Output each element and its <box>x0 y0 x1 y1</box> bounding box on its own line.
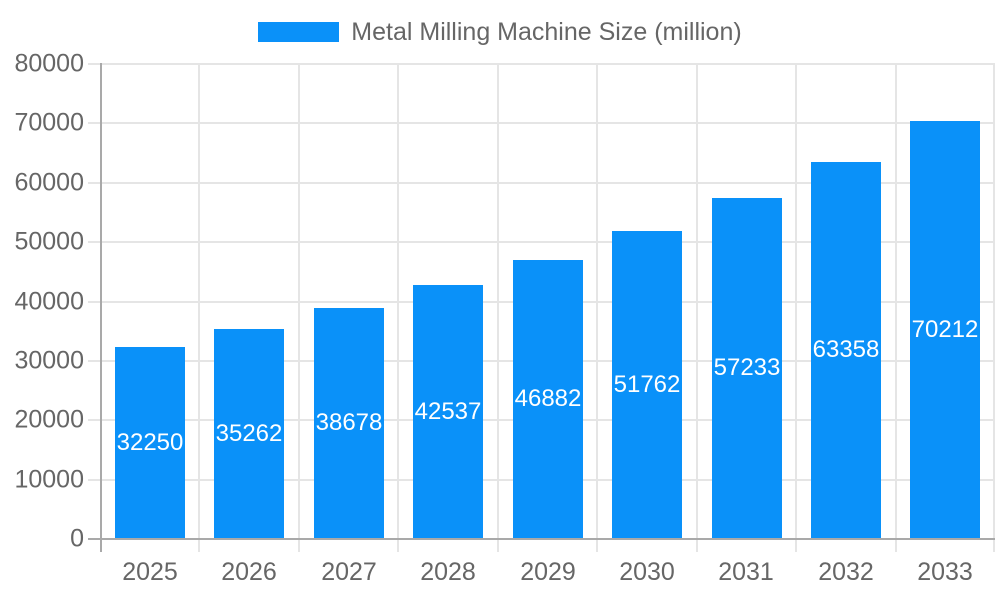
x-axis-tick <box>696 540 698 552</box>
y-axis-tick <box>88 63 100 65</box>
y-axis-tick <box>88 301 100 303</box>
x-axis-tick <box>993 540 995 552</box>
legend-item[interactable]: Metal Milling Machine Size (million) <box>0 18 1000 46</box>
gridline-horizontal <box>100 122 995 124</box>
y-axis-tick-label: 10000 <box>14 465 84 494</box>
legend-label: Metal Milling Machine Size (million) <box>351 18 742 46</box>
x-axis-tick-label: 2026 <box>221 558 277 586</box>
x-axis-tick <box>198 540 200 552</box>
x-axis-tick-label: 2027 <box>321 558 377 586</box>
gridline-vertical <box>497 63 499 538</box>
x-axis-tick <box>298 540 300 552</box>
bar[interactable]: 57233 <box>712 198 782 538</box>
bar-value-label: 38678 <box>315 409 383 436</box>
bar[interactable]: 32250 <box>115 347 185 538</box>
x-axis-tick-label: 2029 <box>520 558 576 586</box>
x-axis-tick <box>795 540 797 552</box>
y-axis-tick <box>88 122 100 124</box>
gridline-vertical <box>397 63 399 538</box>
gridline-horizontal <box>100 63 995 65</box>
y-axis-tick-label: 40000 <box>14 287 84 316</box>
y-axis-tick-label: 80000 <box>14 49 84 78</box>
y-axis-tick-label: 70000 <box>14 108 84 137</box>
bar[interactable]: 63358 <box>811 162 881 538</box>
bar-value-label: 35262 <box>215 419 283 447</box>
bar[interactable]: 35262 <box>214 329 284 538</box>
bar-value-label: 46882 <box>514 385 582 412</box>
y-axis-tick <box>88 360 100 362</box>
y-axis-line <box>100 63 102 552</box>
gridline-vertical <box>993 63 995 538</box>
bar-value-label: 57233 <box>713 354 781 381</box>
bar-value-label: 42537 <box>414 397 482 425</box>
gridline-vertical <box>298 63 300 538</box>
x-axis-tick-label: 2030 <box>619 558 675 586</box>
bar[interactable]: 42537 <box>413 285 483 538</box>
gridline-horizontal <box>100 182 995 184</box>
bar-value-label: 63358 <box>812 336 880 363</box>
x-axis-tick <box>497 540 499 552</box>
bar[interactable]: 51762 <box>612 231 682 538</box>
gridline-vertical <box>895 63 897 538</box>
x-axis-tick-label: 2032 <box>818 558 874 586</box>
gridline-vertical <box>198 63 200 538</box>
plot-area: 0 10000 20000 30000 40000 50000 60000 70000 8000… <box>14 50 995 586</box>
bar[interactable]: 46882 <box>513 260 583 538</box>
y-axis-tick <box>88 419 100 421</box>
y-axis-tick <box>88 182 100 184</box>
gridline-vertical <box>596 63 598 538</box>
y-axis-tick-label: 60000 <box>14 168 84 197</box>
x-axis-tick-label: 2028 <box>420 558 476 586</box>
bar-value-label: 32250 <box>116 428 184 456</box>
legend-swatch <box>258 22 340 42</box>
x-axis-tick <box>895 540 897 552</box>
bar-value-label: 70212 <box>911 315 979 343</box>
x-axis-tick-label: 2033 <box>917 558 973 586</box>
bar-value-label: 51762 <box>613 370 681 398</box>
x-axis-tick-label: 2025 <box>122 558 178 586</box>
y-axis-tick <box>88 241 100 243</box>
y-axis-tick-label: 50000 <box>14 227 84 256</box>
y-axis-tick-label: 30000 <box>14 346 84 375</box>
x-axis-tick-label: 2031 <box>718 558 774 586</box>
x-axis-line <box>88 538 995 540</box>
y-axis-tick <box>88 479 100 481</box>
y-axis-tick-label: 0 <box>70 524 84 553</box>
gridline-vertical <box>795 63 797 538</box>
bar[interactable]: 70212 <box>910 121 980 538</box>
x-axis-tick <box>596 540 598 552</box>
gridline-vertical <box>696 63 698 538</box>
bar[interactable]: 38678 <box>314 308 384 538</box>
y-axis-tick-label: 20000 <box>14 405 84 434</box>
x-axis-tick <box>397 540 399 552</box>
gridline-horizontal <box>100 241 995 243</box>
